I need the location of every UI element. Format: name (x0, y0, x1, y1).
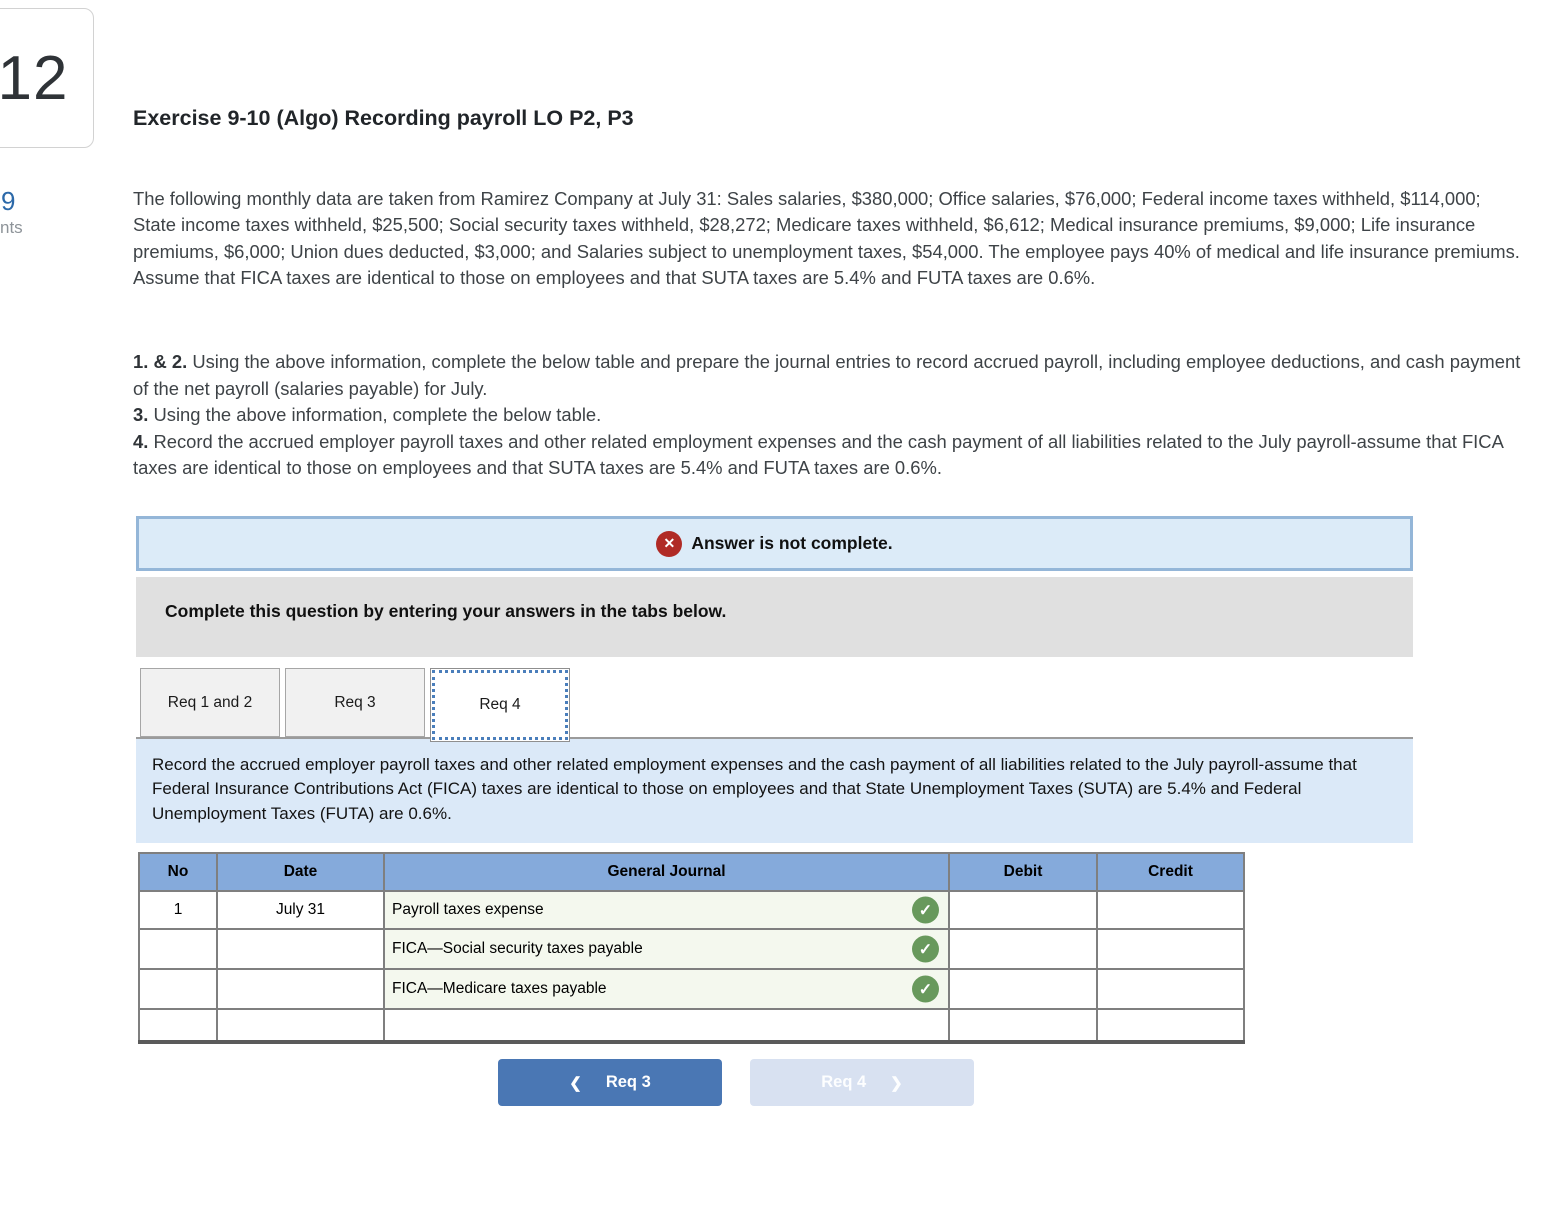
account-label: FICA—Social security taxes payable (392, 940, 643, 957)
date-cell: July 31 (216, 890, 385, 930)
general-journal-table: No Date General Journal Debit Credit 1 J… (138, 852, 1245, 1044)
date-cell (216, 928, 385, 970)
table-row: FICA—Social security taxes payable ✓ (138, 928, 1245, 970)
answer-status-banner: ✕ Answer is not complete. (136, 516, 1413, 571)
check-icon: ✓ (912, 975, 939, 1003)
debit-cell[interactable] (948, 890, 1098, 930)
exercise-title: Exercise 9-10 (Algo) Recording payroll L… (133, 106, 634, 130)
requirement-3-label: 3. (133, 404, 149, 426)
check-icon: ✓ (912, 935, 939, 963)
no-cell (138, 968, 218, 1010)
requirement-3: 3. Using the above information, complete… (133, 402, 1537, 429)
requirement-4: 4. Record the accrued employer payroll t… (133, 429, 1537, 482)
col-header-credit: Credit (1096, 852, 1245, 892)
circle-x-icon: ✕ (656, 530, 683, 557)
prev-button-label: Req 3 (605, 1073, 651, 1091)
problem-statement: The following monthly data are taken fro… (133, 188, 1520, 289)
col-header-date: Date (216, 852, 385, 892)
chevron-left-icon: ❮ (569, 1074, 582, 1092)
table-row (138, 1008, 1245, 1043)
no-cell (138, 928, 218, 970)
credit-cell[interactable] (1096, 968, 1245, 1010)
tabs-divider-line (136, 737, 1413, 739)
no-cell: 1 (138, 890, 218, 930)
points-label-fragment: nts (0, 218, 23, 237)
col-header-debit: Debit (948, 852, 1098, 892)
account-label: FICA—Medicare taxes payable (392, 980, 607, 997)
next-requirement-button[interactable]: Req 4 ❯ (750, 1059, 974, 1106)
no-cell (138, 1008, 218, 1043)
requirement-4-label: 4. (133, 430, 149, 452)
requirements-list: 1. & 2. Using the above information, com… (133, 349, 1537, 482)
requirement-1-2-label: 1. & 2. (133, 351, 188, 372)
question-number: 12 (0, 43, 69, 113)
requirement-1-2: 1. & 2. Using the above information, com… (133, 349, 1537, 402)
points-value-fragment: 9 (1, 186, 16, 216)
account-cell[interactable] (383, 1008, 950, 1043)
question-number-box[interactable]: 12 (0, 8, 94, 148)
requirement-3-text: Using the above information, complete th… (153, 404, 602, 426)
account-cell[interactable]: FICA—Social security taxes payable ✓ (383, 928, 950, 970)
active-tab-description: Record the accrued employer payroll taxe… (136, 739, 1413, 843)
credit-cell[interactable] (1096, 890, 1245, 930)
next-button-label: Req 4 (821, 1073, 867, 1091)
date-cell (216, 1008, 385, 1043)
instruction-banner-text: Complete this question by entering your … (165, 601, 727, 621)
tab-req-4[interactable]: Req 4 (430, 668, 570, 742)
account-cell[interactable]: Payroll taxes expense ✓ (383, 890, 950, 930)
account-label: Payroll taxes expense (392, 901, 544, 918)
date-cell (216, 968, 385, 1010)
requirement-1-2-text: Using the above information, complete th… (133, 351, 1521, 399)
table-header-row: No Date General Journal Debit Credit (138, 852, 1245, 892)
table-row: 1 July 31 Payroll taxes expense ✓ (138, 890, 1245, 930)
col-header-no: No (138, 852, 218, 892)
col-header-general-journal: General Journal (383, 852, 950, 892)
chevron-right-icon: ❯ (890, 1074, 903, 1092)
debit-cell[interactable] (948, 928, 1098, 970)
debit-cell[interactable] (948, 968, 1098, 1010)
instruction-banner: Complete this question by entering your … (136, 577, 1413, 657)
credit-cell[interactable] (1096, 928, 1245, 970)
requirement-4-text: Record the accrued employer payroll taxe… (133, 430, 1503, 479)
table-row: FICA—Medicare taxes payable ✓ (138, 968, 1245, 1010)
tab-req-1-and-2[interactable]: Req 1 and 2 (140, 668, 280, 737)
tab-req-3[interactable]: Req 3 (285, 668, 425, 737)
debit-cell[interactable] (948, 1008, 1098, 1043)
requirement-tabs: Req 1 and 2 Req 3 Req 4 (140, 668, 570, 742)
answer-status-text: Answer is not complete. (691, 533, 893, 553)
credit-cell[interactable] (1096, 1008, 1245, 1043)
account-cell[interactable]: FICA—Medicare taxes payable ✓ (383, 968, 950, 1010)
prev-requirement-button[interactable]: ❮ Req 3 (498, 1059, 722, 1106)
check-icon: ✓ (912, 896, 939, 924)
